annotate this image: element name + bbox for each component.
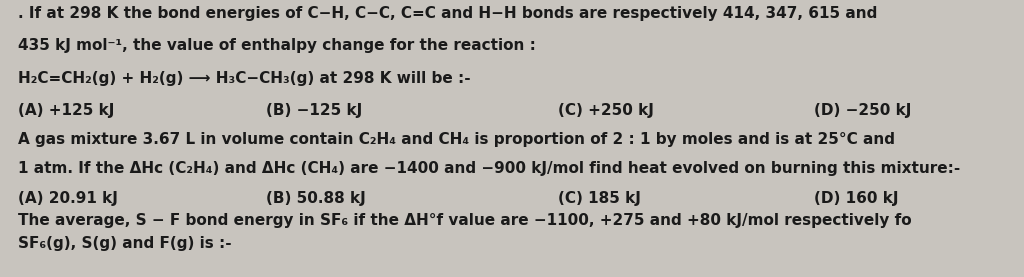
Text: SF₆(g), S(g) and F(g) is :-: SF₆(g), S(g) and F(g) is :- — [18, 236, 232, 251]
Text: (B) 50.88 kJ: (B) 50.88 kJ — [266, 191, 366, 206]
Text: 435 kJ mol⁻¹, the value of enthalpy change for the reaction :: 435 kJ mol⁻¹, the value of enthalpy chan… — [18, 38, 537, 53]
Text: 1 atm. If the ΔHᴄ (C₂H₄) and ΔHᴄ (CH₄) are −1400 and −900 kJ/mol find heat evolv: 1 atm. If the ΔHᴄ (C₂H₄) and ΔHᴄ (CH₄) a… — [18, 161, 961, 176]
Text: H₂C=CH₂(g) + H₂(g) ⟶ H₃C−CH₃(g) at 298 K will be :-: H₂C=CH₂(g) + H₂(g) ⟶ H₃C−CH₃(g) at 298 K… — [18, 71, 471, 86]
Text: (A) 20.91 kJ: (A) 20.91 kJ — [18, 191, 119, 206]
Text: A gas mixture 3.67 L in volume contain C₂H₄ and CH₄ is proportion of 2 : 1 by mo: A gas mixture 3.67 L in volume contain C… — [18, 132, 895, 147]
Text: The average, S − F bond energy in SF₆ if the ΔH°f value are −1100, +275 and +80 : The average, S − F bond energy in SF₆ if… — [18, 213, 912, 228]
Text: (A) +125 kJ: (A) +125 kJ — [18, 103, 115, 118]
Text: . If at 298 K the bond energies of C−H, C−C, C=C and H−H bonds are respectively : . If at 298 K the bond energies of C−H, … — [18, 6, 878, 21]
Text: (D) 160 kJ: (D) 160 kJ — [814, 191, 899, 206]
Text: (C) 185 kJ: (C) 185 kJ — [558, 191, 641, 206]
Text: (D) −250 kJ: (D) −250 kJ — [814, 103, 911, 118]
Text: (C) +250 kJ: (C) +250 kJ — [558, 103, 654, 118]
Text: (B) −125 kJ: (B) −125 kJ — [266, 103, 362, 118]
